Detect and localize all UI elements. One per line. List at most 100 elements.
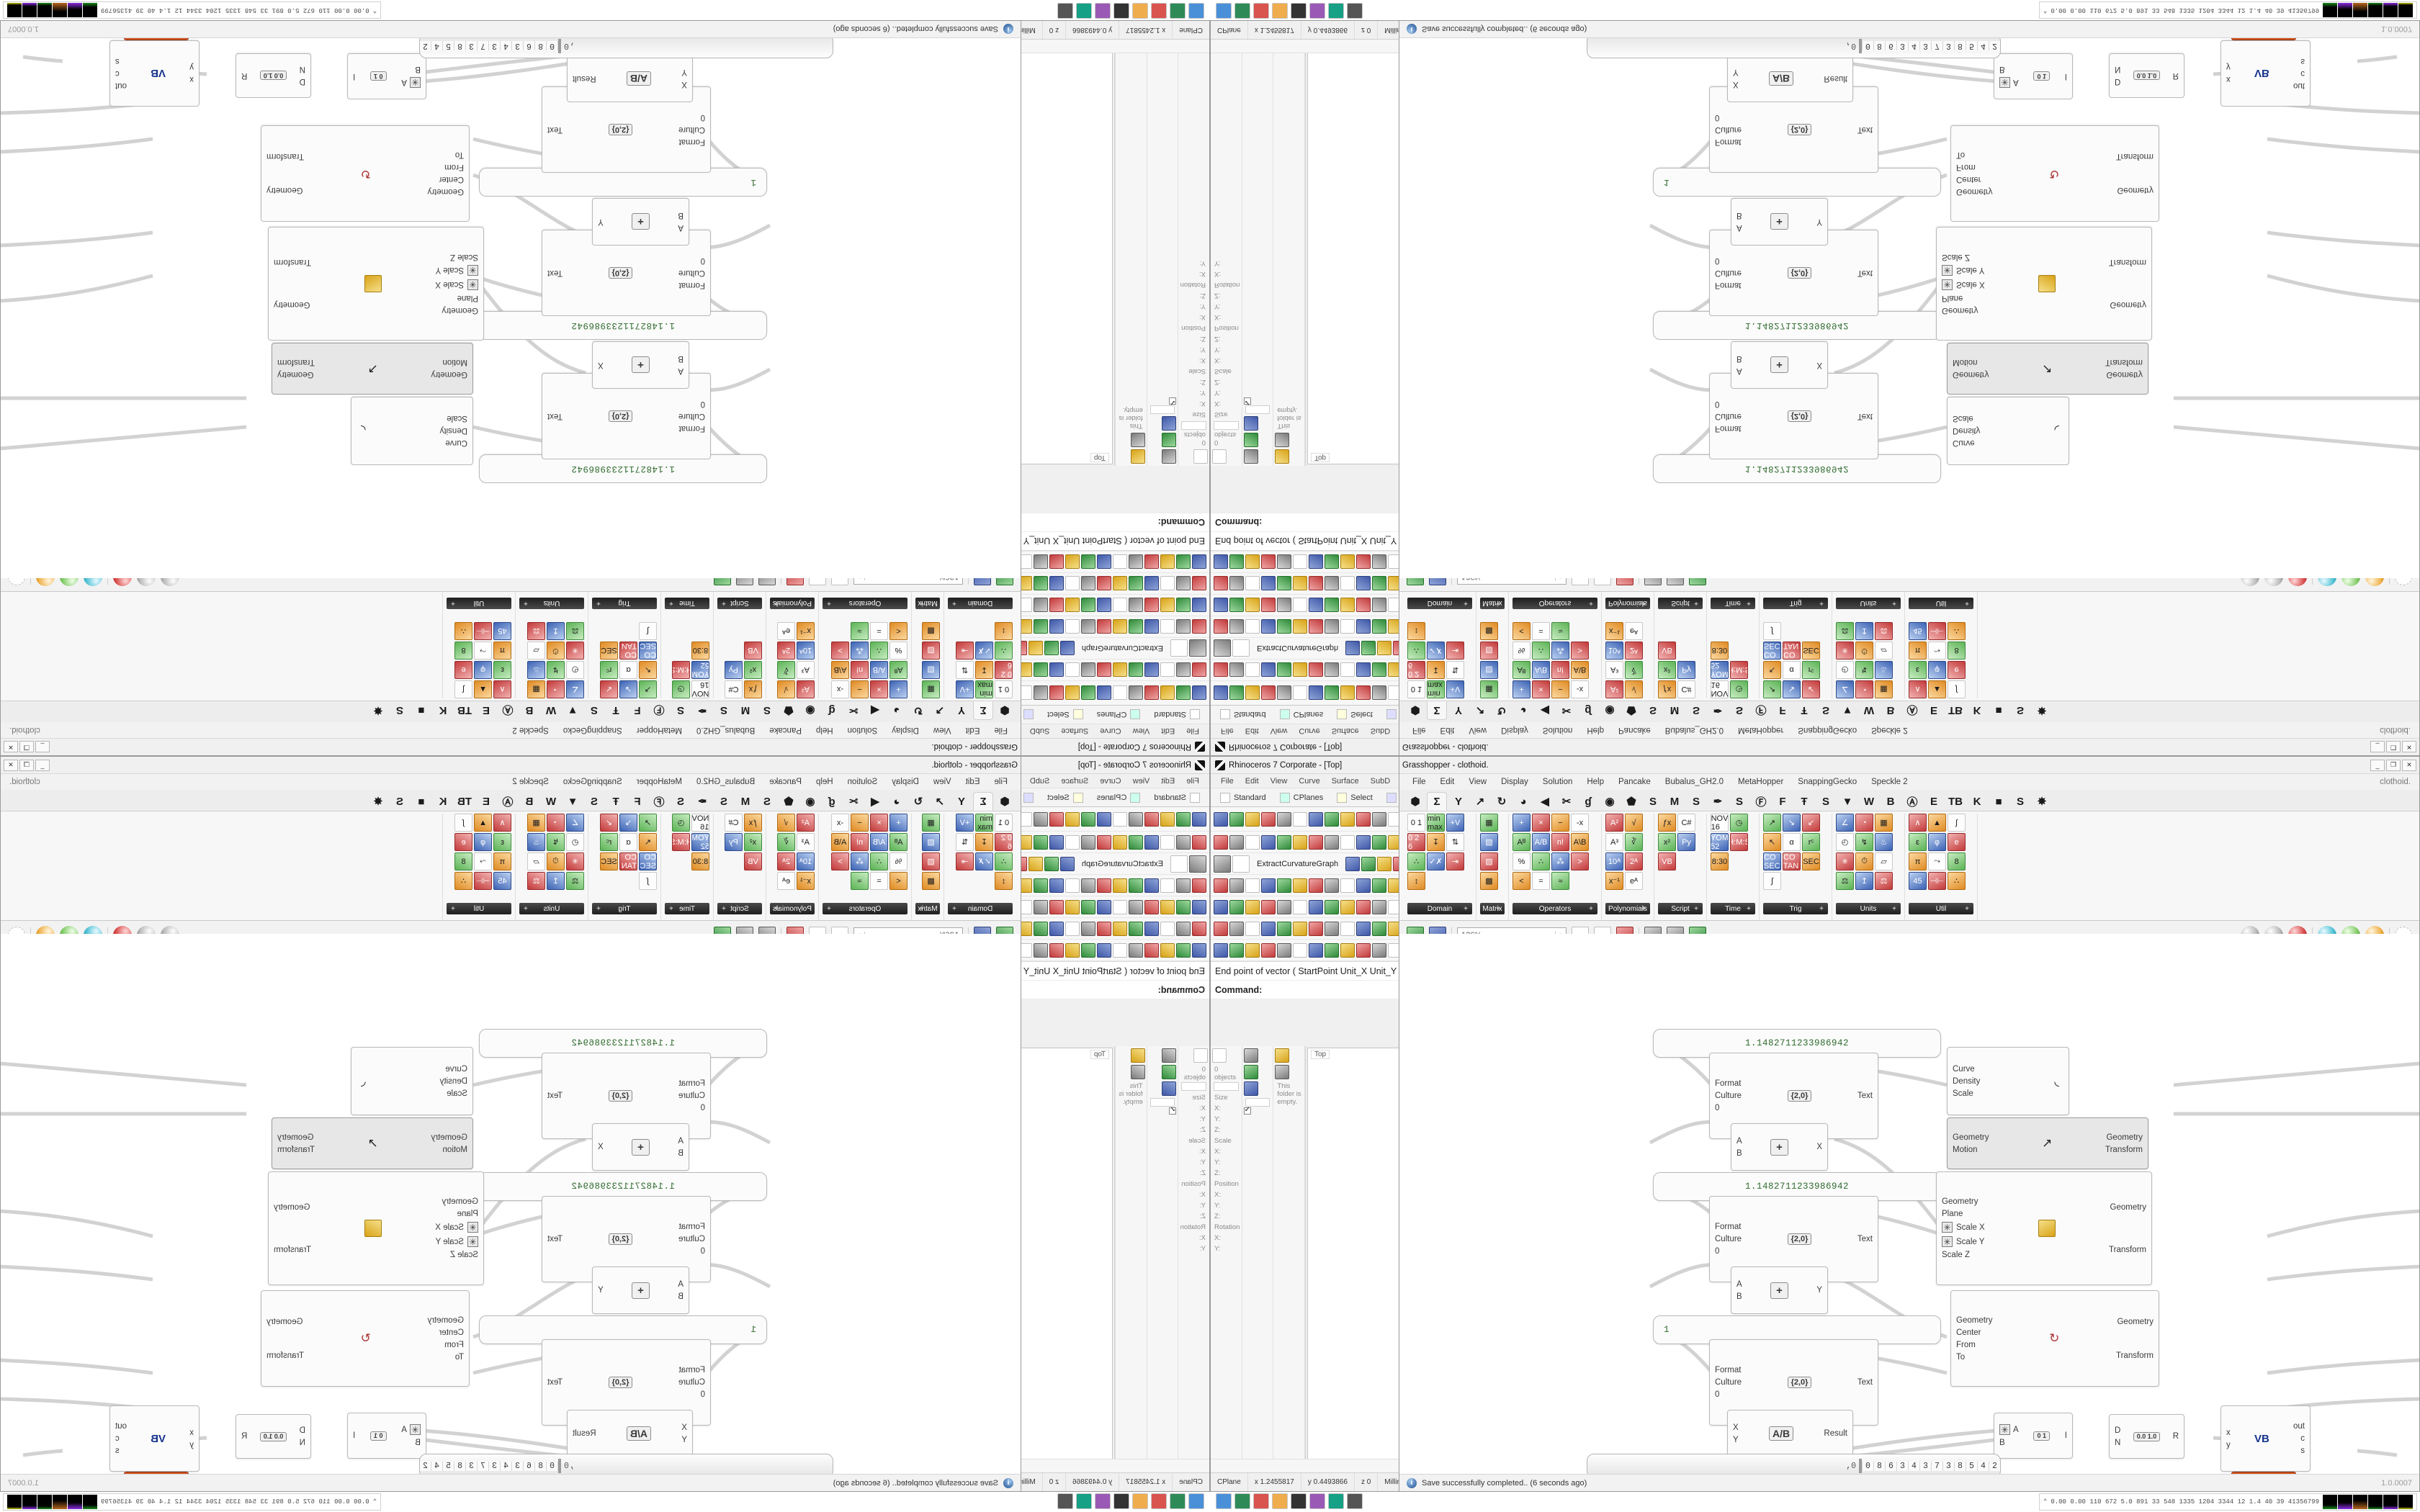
ribbon-component-icon[interactable]: H:M:S: [1730, 661, 1748, 679]
taskbar-launcher-icon[interactable]: [1170, 1493, 1186, 1509]
ribbon-component-icon[interactable]: 10ᴬ: [797, 642, 815, 660]
rhino-toolbar-icon[interactable]: [1377, 856, 1392, 871]
ribbon-component-icon[interactable]: -x: [831, 680, 849, 698]
gh-ribbon-tab-26[interactable]: K: [439, 795, 447, 808]
close-icon[interactable]: ✕: [4, 741, 18, 753]
gh-ribbon-tab-25[interactable]: TB: [1948, 795, 1963, 808]
gh-ribbon-tab-17[interactable]: F: [634, 795, 641, 808]
input-format[interactable]: Format: [1715, 1223, 1742, 1231]
ribbon-component-icon[interactable]: ∠: [566, 814, 584, 832]
slider-digit[interactable]: 3: [512, 41, 524, 51]
input-n[interactable]: N: [299, 65, 305, 74]
ribbon-component-icon[interactable]: 10ᴬ: [1605, 852, 1623, 870]
input-format[interactable]: Format: [678, 1079, 705, 1088]
display-checkbox[interactable]: [1243, 1106, 1251, 1115]
slider-digit[interactable]: 8: [535, 41, 547, 51]
gh-ribbon-tab-7[interactable]: ✂: [848, 796, 859, 808]
ribbon-component-icon[interactable]: ↘: [619, 814, 637, 832]
desktop-taskbar[interactable]: ⌃ 0.00 0.00 110 672 5.0 891 33 548 1335 …: [0, 0, 1210, 20]
ribbon-component-icon[interactable]: ▦: [922, 814, 940, 832]
slider-digit[interactable]: 5: [443, 41, 454, 51]
ribbon-component-icon[interactable]: rᶜ: [600, 833, 618, 851]
input-geometry[interactable]: Geometry: [1956, 187, 1993, 197]
ribbon-component-icon[interactable]: −: [851, 814, 869, 832]
input-format[interactable]: Format: [1715, 424, 1742, 433]
input-curve[interactable]: Curve: [1953, 1064, 1975, 1074]
ribbon-component-icon[interactable]: CO TAN: [1783, 642, 1801, 660]
ribbon-component-icon[interactable]: ↖: [1763, 833, 1781, 851]
ribbon-component-icon[interactable]: ⚖: [527, 872, 545, 890]
ribbon-component-icon[interactable]: ↖: [639, 833, 657, 851]
slider-digit[interactable]: 8: [1873, 41, 1885, 51]
ribbon-component-icon[interactable]: C#: [1677, 680, 1695, 698]
gh-ribbon-tab-23[interactable]: Ⓐ: [502, 796, 514, 809]
rhino-toolbar-icon[interactable]: [1372, 834, 1386, 850]
ribbon-component-icon[interactable]: >: [831, 852, 849, 870]
output-x[interactable]: X: [1816, 1143, 1822, 1151]
component-addition-y[interactable]: A B + Y: [1731, 1266, 1828, 1314]
gh-ribbon-tab-29[interactable]: ✸: [2037, 704, 2047, 716]
ribbon-component-icon[interactable]: ∫: [1763, 622, 1781, 640]
slider-digit[interactable]: 3: [1896, 41, 1908, 51]
slider-digit[interactable]: 3: [1919, 1461, 1931, 1471]
gh-ribbon-tab-22[interactable]: B: [1886, 704, 1895, 717]
ribbon-component-icon[interactable]: >: [1571, 852, 1589, 870]
rhino-menu-edit[interactable]: Edit: [1245, 776, 1259, 786]
gh-menu-solution[interactable]: Solution: [847, 778, 878, 786]
input-zero[interactable]: 0: [700, 1390, 705, 1399]
ribbon-component-icon[interactable]: NOV 16: [1711, 680, 1729, 698]
input-plane[interactable]: Plane: [1942, 1210, 1963, 1218]
slider-digit[interactable]: 4: [1977, 1461, 1989, 1471]
input-x[interactable]: X: [1733, 1423, 1739, 1432]
ribbon-group-label[interactable]: Polynomials: [1605, 903, 1650, 914]
gh-menu-bubalus-gh2-0[interactable]: Bubalus_GH2.0: [1664, 778, 1724, 786]
ribbon-component-icon[interactable]: α: [619, 833, 637, 851]
ribbon-component-icon[interactable]: =: [1532, 622, 1550, 640]
ribbon-component-icon[interactable]: %: [889, 852, 908, 870]
ribbon-component-icon[interactable]: 8: [454, 852, 472, 870]
gh-ribbon-tab-24[interactable]: E: [1930, 795, 1937, 808]
rhino-toolbar-icon[interactable]: [1356, 942, 1371, 958]
input-y[interactable]: y: [189, 63, 194, 72]
ribbon-group-label[interactable]: Time: [665, 903, 709, 914]
output-transform[interactable]: Transform: [274, 1245, 311, 1254]
rhino-toolbar-icon[interactable]: [1245, 834, 1260, 850]
slider-digit[interactable]: 3: [1942, 41, 1954, 51]
slider-digit[interactable]: 3: [489, 41, 501, 51]
system-monitor-widget[interactable]: ⌃ 0.00 0.00 110 672 5.0 891 33 548 1335 …: [3, 1, 382, 19]
number-slider-1[interactable]: ,0 0 8 6 3 4 3 7 3 8 5 4 2: [1587, 38, 2001, 58]
ribbon-component-icon[interactable]: min max: [975, 814, 993, 832]
input-zero[interactable]: 0: [700, 400, 705, 408]
grasshopper-canvas[interactable]: 1.1482711233986942 1.1482711233986942 1 …: [1, 934, 1021, 1474]
rhino-toolbar-icon[interactable]: [1277, 878, 1291, 893]
taskbar-launcher-icon[interactable]: [1170, 3, 1186, 19]
gh-ribbon-tab-16[interactable]: Ⓕ: [653, 796, 665, 809]
ribbon-component-icon[interactable]: ∛: [777, 661, 795, 679]
ribbon-component-icon[interactable]: 8:30: [691, 852, 709, 870]
gh-ribbon-tab-15[interactable]: S: [677, 704, 685, 717]
slider-track[interactable]: [1587, 38, 1843, 58]
input-culture[interactable]: Culture: [1715, 412, 1742, 420]
ribbon-component-icon[interactable]: ◴: [1836, 833, 1854, 851]
ribbon-component-icon[interactable]: CO TAN: [1783, 852, 1801, 870]
ribbon-component-icon[interactable]: ↖: [1763, 661, 1781, 679]
ribbon-component-icon[interactable]: <: [1512, 622, 1531, 640]
taskbar-launcher-icon[interactable]: [1328, 3, 1344, 19]
ribbon-component-icon[interactable]: min max: [1427, 814, 1445, 832]
ribbon-group-label[interactable]: Script: [717, 903, 762, 914]
library-panel[interactable]: This folder is empty.: [1273, 1046, 1306, 1472]
input-d[interactable]: D: [2115, 77, 2121, 86]
output-text[interactable]: Text: [1857, 1378, 1873, 1387]
gh-menu-solution[interactable]: Solution: [1542, 778, 1573, 786]
slider-digit[interactable]: 8: [454, 41, 466, 51]
rhino-toolbar-icon[interactable]: [1277, 834, 1291, 850]
gh-ribbon-tab-26[interactable]: K: [1973, 704, 1981, 717]
ribbon-component-icon[interactable]: ∴: [870, 642, 888, 660]
gh-menu-display[interactable]: Display: [892, 778, 919, 786]
minimize-icon[interactable]: _: [35, 741, 50, 753]
ribbon-component-icon[interactable]: ▲: [1928, 814, 1946, 832]
display-value-field[interactable]: [1245, 1098, 1270, 1107]
input-format[interactable]: Format: [678, 281, 705, 289]
ribbon-component-icon[interactable]: ▦: [527, 814, 545, 832]
ribbon-component-icon[interactable]: rᶜ: [1802, 661, 1820, 679]
